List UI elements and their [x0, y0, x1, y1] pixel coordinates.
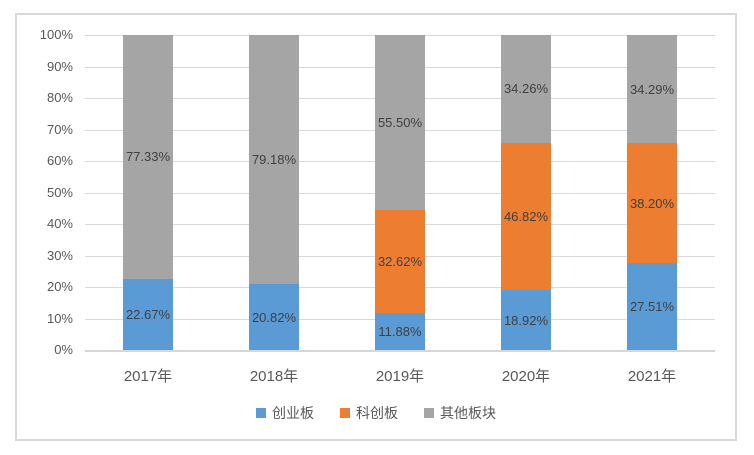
legend-swatch-icon: [340, 408, 350, 418]
stacked-bar: 22.67% 77.33%: [123, 35, 173, 350]
legend-label: 科创板: [356, 405, 398, 421]
y-axis-tick-label: 100%: [39, 27, 73, 42]
plot-area: 22.67% 77.33% 20.82% 79.18% 11.88% 32.62% 55.5…: [85, 35, 715, 352]
y-axis-tick-label: 50%: [46, 184, 73, 200]
legend-item: 其他板块: [424, 403, 496, 423]
stacked-bar: 20.82% 79.18%: [249, 35, 299, 350]
legend-label: 其他板块: [440, 405, 496, 421]
legend: 创业板 科创板 其他板块: [17, 403, 735, 423]
bar-segment-value-label: 55.50%: [377, 114, 423, 130]
x-axis-category-label: 2020年: [501, 368, 551, 385]
bar-segment: 38.20%: [627, 143, 677, 264]
bar-segment: 46.82%: [501, 142, 551, 291]
bar-segment-value-label: 77.33%: [125, 149, 171, 165]
y-axis-tick-label: 90%: [46, 58, 73, 74]
x-axis-category-label: 2019年: [375, 368, 425, 385]
y-axis-tick-label: 40%: [46, 216, 73, 231]
bar-segment-value-label: 34.29%: [629, 81, 675, 97]
y-axis-tick-label: 70%: [46, 121, 73, 137]
legend-swatch-icon: [256, 408, 266, 418]
bar-segment-value-label: 32.62%: [377, 253, 423, 269]
stacked-bar: 18.92% 46.82% 34.26%: [501, 35, 551, 350]
bar-segment-value-label: 27.51%: [629, 299, 675, 315]
bar-segment-value-label: 46.82%: [503, 209, 549, 225]
bar-segment-value-label: 38.20%: [629, 195, 675, 211]
bar-segment: 34.26%: [501, 35, 551, 143]
bar-segment: 11.88%: [375, 312, 425, 350]
legend-swatch-icon: [424, 408, 434, 418]
bar-segment-value-label: 20.82%: [251, 309, 297, 325]
legend-label: 创业板: [272, 405, 314, 421]
legend-item: 科创板: [340, 403, 398, 423]
bar-segment-value-label: 79.18%: [251, 152, 297, 168]
x-axis-line: [85, 350, 715, 352]
y-axis-tick-label: 30%: [46, 247, 73, 263]
chart-frame: 22.67% 77.33% 20.82% 79.18% 11.88% 32.62% 55.5…: [15, 13, 737, 441]
y-axis-tick-label: 60%: [46, 153, 73, 168]
y-axis-tick-label: 20%: [46, 279, 73, 294]
bar-segment: 20.82%: [249, 284, 299, 350]
bar-segment: 55.50%: [375, 35, 425, 210]
x-axis-category-label: 2018年: [249, 368, 299, 385]
bar-segment: 79.18%: [249, 35, 299, 285]
bar-segment-value-label: 34.26%: [503, 81, 549, 97]
bar-segment: 32.62%: [375, 209, 425, 313]
bar-segment: 27.51%: [627, 263, 677, 350]
x-axis-category-label: 2017年: [123, 368, 173, 385]
x-axis-category-label: 2021年: [627, 368, 677, 385]
bar-segment: 22.67%: [123, 278, 173, 350]
legend-item: 创业板: [256, 403, 314, 423]
y-axis-tick-label: 80%: [46, 90, 73, 105]
y-axis-tick-label: 10%: [46, 310, 73, 326]
stacked-bar: 11.88% 32.62% 55.50%: [375, 35, 425, 350]
bar-segment: 34.29%: [627, 35, 677, 144]
stacked-bar: 27.51% 38.20% 34.29%: [627, 35, 677, 350]
bar-segment-value-label: 18.92%: [503, 312, 549, 328]
bar-segment: 77.33%: [123, 35, 173, 279]
y-axis-tick-label: 0%: [54, 342, 73, 357]
bar-segment-value-label: 22.67%: [125, 306, 171, 322]
bar-segment: 18.92%: [501, 290, 551, 350]
bar-segment-value-label: 11.88%: [378, 323, 422, 339]
